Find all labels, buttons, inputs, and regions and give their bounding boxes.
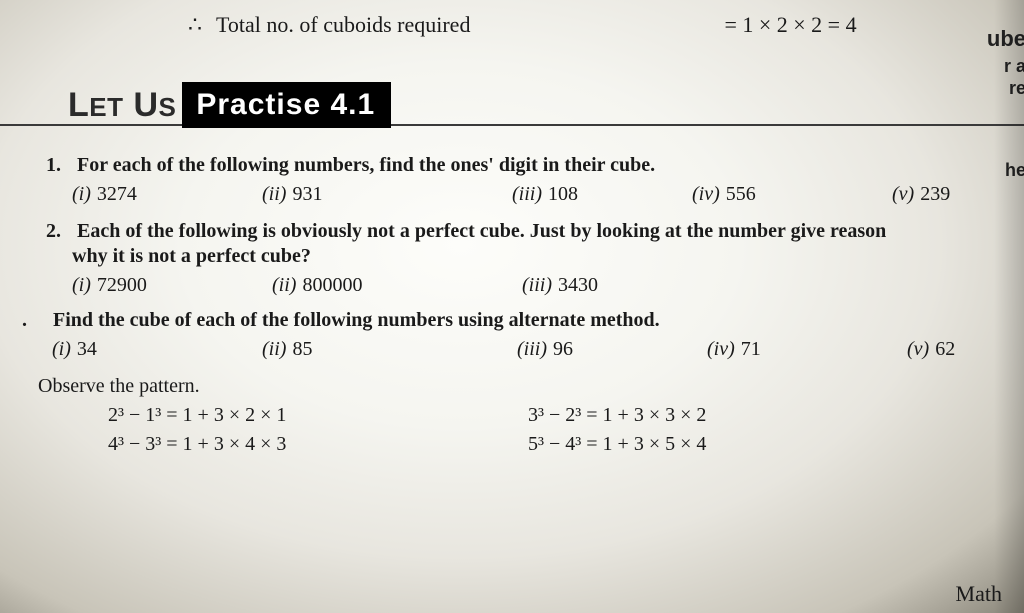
q1-opt-iv: (iv) 556 bbox=[692, 183, 892, 206]
q1-text: For each of the following numbers, find … bbox=[77, 154, 655, 176]
question-2: 2. Each of the following is obviously no… bbox=[46, 220, 1006, 243]
letter-l: L bbox=[68, 86, 89, 124]
textbook-page: ∴ Total no. of cuboids required = 1 × 2 … bbox=[0, 0, 1024, 613]
q3-val-i: 34 bbox=[77, 338, 97, 361]
q3-text: Find the cube of each of the following n… bbox=[53, 309, 660, 331]
roman-ii: (ii) bbox=[272, 274, 296, 297]
roman-i: (i) bbox=[52, 338, 71, 361]
observe-heading: Observe the pattern. bbox=[38, 375, 1006, 398]
q3-opt-ii: (ii) 85 bbox=[262, 338, 517, 361]
q1-opt-i: (i) 3274 bbox=[72, 183, 262, 206]
question-3: . Find the cube of each of the following… bbox=[22, 309, 1006, 332]
q1-opt-iii: (iii) 108 bbox=[512, 183, 692, 206]
top-conclusion-line: ∴ Total no. of cuboids required = 1 × 2 … bbox=[188, 12, 1006, 38]
q2-val-i: 72900 bbox=[97, 274, 147, 297]
q2-options: (i) 72900 (ii) 800000 (iii) 3430 bbox=[72, 274, 1012, 297]
q3-val-iv: 71 bbox=[741, 338, 761, 361]
q2-opt-iii: (iii) 3430 bbox=[522, 274, 598, 297]
q2-val-ii: 800000 bbox=[302, 274, 362, 297]
q2-val-iii: 3430 bbox=[558, 274, 598, 297]
q1-opt-v: (v) 239 bbox=[892, 183, 950, 206]
roman-ii: (ii) bbox=[262, 338, 286, 361]
practise-badge: Practise 4.1 bbox=[182, 82, 391, 128]
q3-number: . bbox=[22, 309, 48, 332]
roman-ii: (ii) bbox=[262, 183, 286, 206]
pattern-c: 4³ − 3³ = 1 + 3 × 4 × 3 bbox=[108, 433, 528, 456]
pattern-a: 2³ − 1³ = 1 + 3 × 2 × 1 bbox=[108, 404, 528, 427]
q1-number: 1. bbox=[46, 154, 72, 177]
roman-iii: (iii) bbox=[512, 183, 542, 206]
question-1: 1. For each of the following numbers, fi… bbox=[46, 154, 1006, 177]
q1-val-v: 239 bbox=[920, 183, 950, 206]
roman-iii: (iii) bbox=[522, 274, 552, 297]
pattern-d: 5³ − 4³ = 1 + 3 × 5 × 4 bbox=[528, 433, 948, 456]
therefore-symbol: ∴ bbox=[188, 12, 202, 38]
q1-val-ii: 931 bbox=[292, 183, 322, 206]
pattern-b: 3³ − 2³ = 1 + 3 × 3 × 2 bbox=[528, 404, 948, 427]
pattern-grid: 2³ − 1³ = 1 + 3 × 2 × 1 3³ − 2³ = 1 + 3 … bbox=[108, 404, 1006, 456]
q3-opt-i: (i) 34 bbox=[52, 338, 262, 361]
edge-fragment-3: re bbox=[1009, 78, 1024, 99]
q2-opt-ii: (ii) 800000 bbox=[272, 274, 522, 297]
q3-val-ii: 85 bbox=[292, 338, 312, 361]
q1-val-iii: 108 bbox=[548, 183, 578, 206]
q2-number: 2. bbox=[46, 220, 72, 243]
q2-opt-i: (i) 72900 bbox=[72, 274, 272, 297]
q2-text-line1: Each of the following is obviously not a… bbox=[77, 220, 886, 242]
q3-val-v: 62 bbox=[935, 338, 955, 361]
roman-i: (i) bbox=[72, 274, 91, 297]
q3-opt-iii: (iii) 96 bbox=[517, 338, 707, 361]
q1-val-i: 3274 bbox=[97, 183, 137, 206]
q1-options: (i) 3274 (ii) 931 (iii) 108 (iv) 556 (v) 239 bbox=[72, 183, 1012, 206]
q3-options: (i) 34 (ii) 85 (iii) 96 (iv) 71 (v) 62 bbox=[52, 338, 992, 361]
section-heading: LET US Practise 4.1 bbox=[68, 82, 1006, 128]
roman-iii: (iii) bbox=[517, 338, 547, 361]
q3-opt-v: (v) 62 bbox=[907, 338, 955, 361]
roman-iv: (iv) bbox=[707, 338, 735, 361]
roman-iv: (iv) bbox=[692, 183, 720, 206]
roman-v: (v) bbox=[907, 338, 929, 361]
q1-opt-ii: (ii) 931 bbox=[262, 183, 512, 206]
q3-val-iii: 96 bbox=[553, 338, 573, 361]
top-equation: = 1 × 2 × 2 = 4 bbox=[724, 12, 856, 38]
q3-opt-iv: (iv) 71 bbox=[707, 338, 907, 361]
edge-fragment-1: ube bbox=[987, 26, 1024, 52]
q1-val-iv: 556 bbox=[726, 183, 756, 206]
letter-s: S bbox=[159, 92, 177, 122]
footer-math: Math bbox=[956, 581, 1002, 607]
letters-et: ET bbox=[89, 92, 123, 122]
q2-text-line2: why it is not a perfect cube? bbox=[72, 245, 1006, 268]
roman-v: (v) bbox=[892, 183, 914, 206]
letter-u: U bbox=[133, 86, 158, 124]
edge-fragment-2: r a bbox=[1004, 56, 1024, 77]
let-us-text: LET US bbox=[68, 86, 176, 125]
roman-i: (i) bbox=[72, 183, 91, 206]
top-label: Total no. of cuboids required bbox=[216, 12, 470, 38]
edge-fragment-4: he bbox=[1005, 160, 1024, 181]
